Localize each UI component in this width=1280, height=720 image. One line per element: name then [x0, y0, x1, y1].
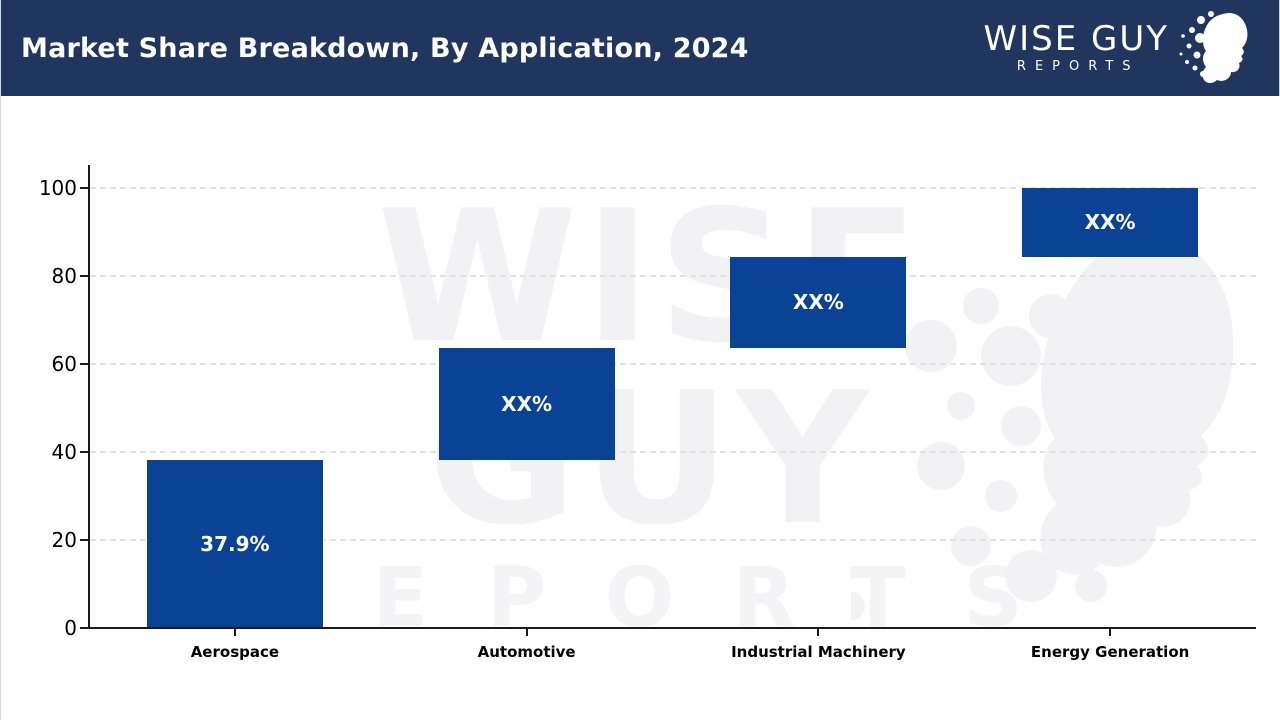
chart-area: WISE GUY REPORTS 0 20 40 60 80 100 37.9% XX% XX%…	[1, 96, 1280, 720]
x-tick-energy-generation	[1109, 629, 1112, 636]
logo-subtitle: REPORTS	[1016, 59, 1140, 74]
bar-value-label: XX%	[1084, 210, 1136, 235]
y-tick-100	[80, 187, 88, 189]
y-tick-label-80: 80	[51, 264, 77, 288]
y-tick-20	[80, 539, 88, 541]
y-tick-40	[80, 451, 88, 453]
y-tick-label-60: 60	[51, 352, 77, 376]
x-tick-label-industrial-machinery: Industrial Machinery	[731, 643, 906, 661]
logo-text: WISE GUY REPORTS	[983, 22, 1169, 74]
x-tick-label-aerospace: Aerospace	[190, 643, 280, 661]
bar-aerospace: 37.9%	[146, 460, 323, 627]
gridline-100	[90, 187, 1256, 189]
gridline-80	[90, 275, 1256, 277]
x-tick-aerospace	[233, 629, 236, 636]
logo-wordmark: WISE GUY	[983, 19, 1169, 59]
bar-value-label: XX%	[501, 392, 553, 417]
gridline-60	[90, 363, 1256, 365]
gridline-40	[90, 451, 1256, 453]
y-tick-label-20: 20	[51, 528, 77, 552]
x-tick-label-energy-generation: Energy Generation	[1030, 643, 1190, 661]
x-tick-label-automotive: Automotive	[477, 643, 576, 661]
bar-energy-generation: XX%	[1022, 187, 1199, 257]
x-tick-industrial-machinery	[817, 629, 820, 636]
x-axis-spine	[88, 627, 1256, 629]
y-tick-80	[80, 275, 88, 277]
y-tick-60	[80, 363, 88, 365]
bar-automotive: XX%	[438, 348, 615, 461]
y-tick-0	[80, 627, 88, 629]
header-bar: Market Share Breakdown, By Application, …	[1, 0, 1279, 96]
y-tick-label-0: 0	[64, 616, 77, 640]
watermark-head-icon	[851, 234, 1234, 620]
x-tick-automotive	[525, 629, 528, 636]
y-axis-spine	[88, 165, 90, 627]
y-tick-label-40: 40	[51, 440, 77, 464]
bar-industrial-machinery: XX%	[730, 256, 907, 349]
gridline-20	[90, 539, 1256, 541]
chart-title: Market Share Breakdown, By Application, …	[21, 32, 749, 64]
y-tick-label-100: 100	[38, 176, 77, 200]
bar-value-label: XX%	[792, 290, 844, 315]
bar-value-label: 37.9%	[200, 531, 270, 556]
wise-guy-logo: WISE GUY REPORTS	[983, 8, 1253, 88]
logo-head-icon	[1179, 11, 1248, 84]
